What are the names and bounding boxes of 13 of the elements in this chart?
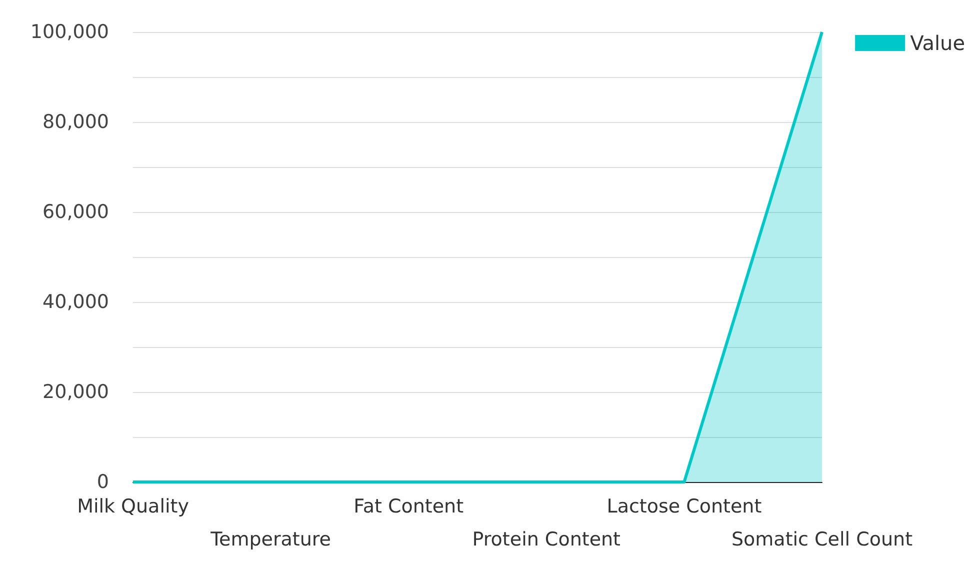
y-tick-label: 40,000 [42,291,109,313]
y-tick-label: 20,000 [42,381,109,403]
y-tick-label: 100,000 [30,21,109,43]
y-tick-label: 0 [96,471,109,493]
x-tick-label: Lactose Content [606,496,762,518]
x-tick-label: Temperature [210,528,331,550]
x-tick-label: Somatic Cell Count [731,528,913,550]
x-tick-label: Fat Content [354,496,464,518]
x-tick-label: Milk Quality [77,496,189,518]
legend-label: Value [910,31,965,55]
y-tick-label: 80,000 [42,111,109,133]
x-tick-label: Protein Content [472,528,621,550]
y-tick-label: 60,000 [42,201,109,223]
